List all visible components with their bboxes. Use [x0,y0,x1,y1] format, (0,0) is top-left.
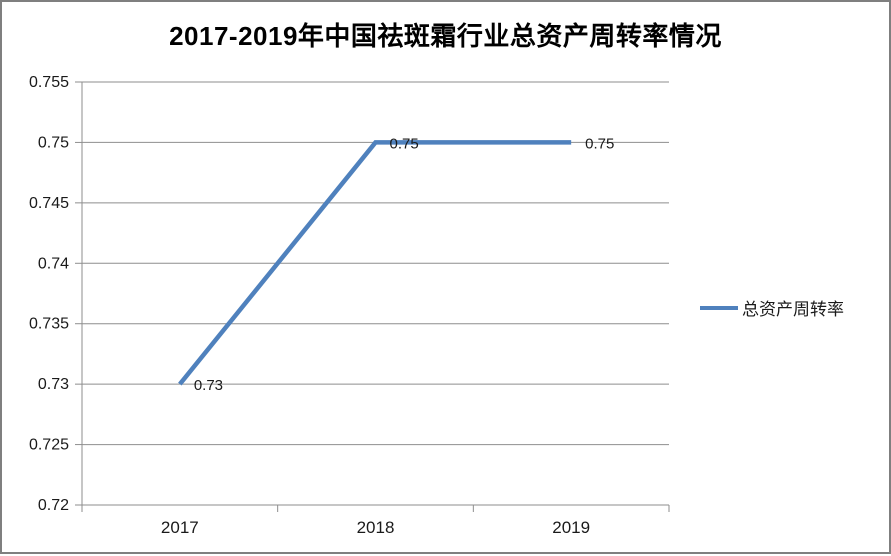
data-label: 0.75 [585,135,614,152]
chart-title: 2017-2019年中国祛斑霜行业总资产周转率情况 [169,21,722,51]
legend-line-swatch [700,305,738,310]
y-tick-label: 0.73 [38,376,69,393]
legend-label: 总资产周转率 [742,300,844,319]
x-tick-label: 2018 [357,518,395,537]
y-tick-label: 0.735 [29,316,69,333]
y-tick-label: 0.745 [29,195,69,212]
series-line [178,140,572,386]
x-tick-label: 2019 [552,518,590,537]
y-tick-label: 0.74 [38,255,69,272]
y-tick-label: 0.72 [38,497,69,514]
y-tick-label: 0.725 [29,437,69,454]
y-tick-label: 0.755 [29,74,69,91]
x-tick-label: 2017 [161,518,199,537]
y-tick-label: 0.75 [38,134,69,151]
data-label: 0.75 [390,135,419,152]
legend: 总资产周转率 [700,295,844,320]
data-label: 0.73 [194,377,223,394]
